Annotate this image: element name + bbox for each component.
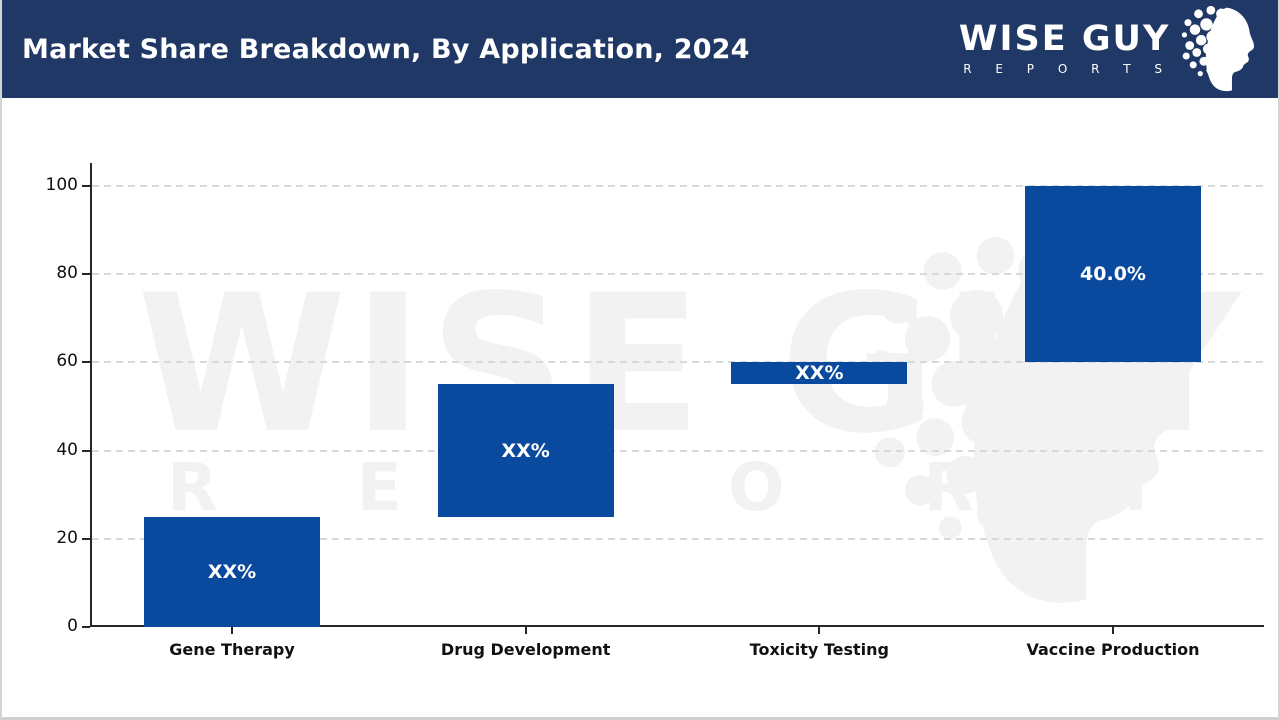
page-title: Market Share Breakdown, By Application, …	[22, 33, 750, 65]
y-tick-label: 60	[56, 351, 78, 372]
x-axis-label: Toxicity Testing	[749, 640, 889, 659]
bar-vaccine-production: 40.0%	[1025, 186, 1201, 363]
plot-area	[90, 163, 1266, 627]
y-tick-label: 20	[56, 527, 78, 548]
gridline-100	[92, 185, 1266, 187]
bar-drug-development: XX%	[437, 384, 614, 517]
brand-name: WISE GUY R E P O R T S	[957, 19, 1172, 77]
x-axis-label: Vaccine Production	[1026, 640, 1200, 659]
x-axis-label: Gene Therapy	[169, 640, 295, 659]
x-tick-mark	[818, 627, 821, 634]
y-tick-label: 80	[56, 263, 78, 284]
y-tick-label: 40	[56, 439, 78, 460]
y-tick-mark	[82, 449, 90, 452]
y-tick-mark	[82, 626, 90, 628]
gridline-60	[92, 361, 1266, 364]
gridline-80	[92, 273, 1266, 276]
bar-value-label: XX%	[795, 362, 844, 385]
x-tick-mark	[524, 627, 527, 634]
y-tick-label: 0	[67, 616, 78, 636]
header: Market Share Breakdown, By Application, …	[2, 0, 1278, 98]
bar-value-label: 40.0%	[1080, 263, 1146, 286]
bar-value-label: XX%	[207, 560, 257, 583]
y-tick-label: 100	[45, 175, 78, 195]
y-tick-mark	[82, 185, 90, 187]
gridline-40	[92, 449, 1266, 452]
y-tick-mark	[82, 537, 90, 540]
bar-value-label: XX%	[501, 439, 550, 462]
brand-name-line1: WISE GUY	[958, 19, 1171, 59]
x-tick-mark	[231, 627, 233, 634]
brand-face-icon	[1181, 5, 1255, 92]
brand-logo: WISE GUY R E P O R T S	[957, 0, 1260, 98]
x-axis-label: Drug Development	[440, 640, 611, 659]
bar-toxicity-testing: XX%	[731, 362, 908, 385]
y-tick-mark	[82, 361, 90, 364]
brand-name-line2: R E P O R T S	[963, 62, 1172, 76]
y-tick-mark	[82, 273, 90, 276]
bar-gene-therapy: XX%	[144, 516, 320, 627]
x-tick-mark	[1112, 627, 1114, 634]
gridline-20	[92, 537, 1266, 540]
